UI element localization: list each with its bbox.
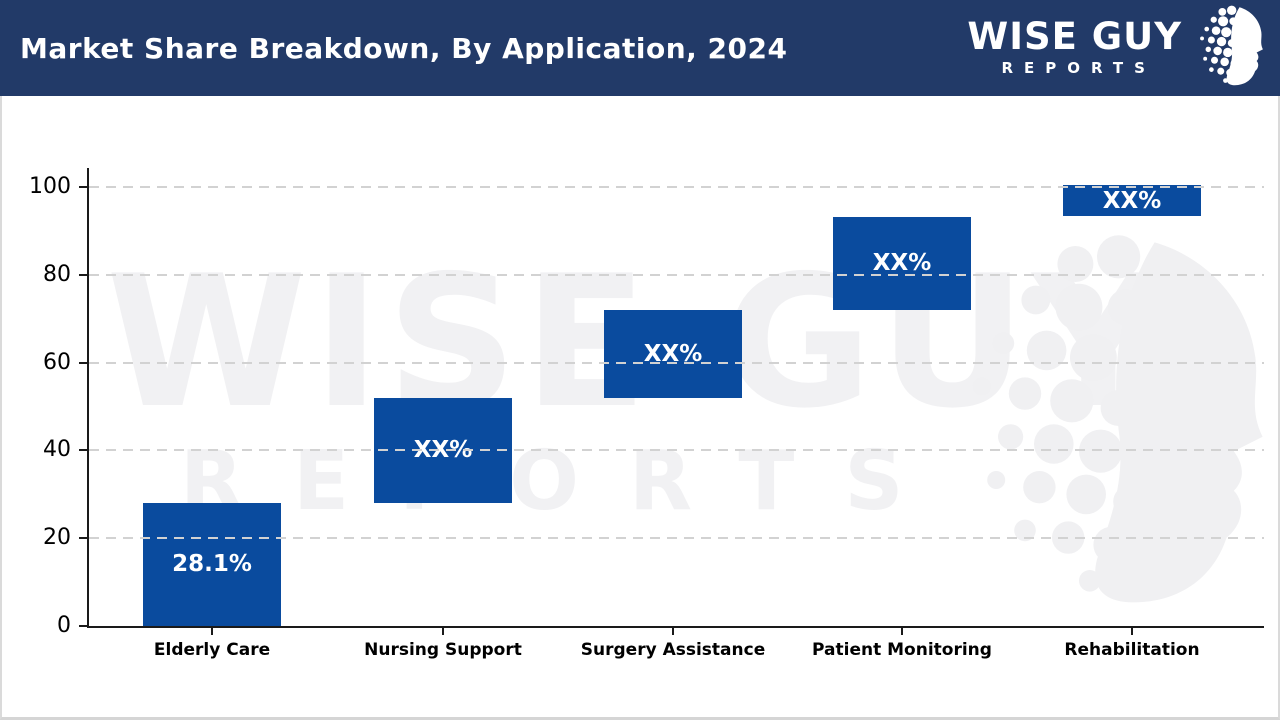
page-title: Market Share Breakdown, By Application, … (20, 31, 788, 65)
wise-guy-logo: WISE GUY REPORTS (967, 4, 1266, 90)
gridline-100 (89, 186, 1264, 188)
x-tickmark-1 (442, 628, 444, 635)
y-tickmark-60 (79, 361, 87, 364)
bar-value-label: XX% (872, 250, 932, 277)
gridline-40 (89, 449, 1264, 452)
watermark-head-icon (972, 235, 1263, 603)
y-tickmark-20 (79, 537, 87, 540)
y-tick-label-100: 100 (29, 174, 71, 199)
x-tick-label-3: Patient Monitoring (812, 640, 992, 660)
bar-surgery-assistance: XX% (604, 310, 742, 398)
logo-wordmark: WISE GUY (967, 15, 1182, 59)
bar-patient-monitoring: XX% (833, 216, 971, 310)
x-tick-label-2: Surgery Assistance (580, 640, 766, 660)
x-tick-label-0: Elderly Care (153, 640, 271, 660)
x-tick-label-1: Nursing Support (364, 640, 522, 660)
y-tick-label-0: 0 (57, 613, 71, 638)
bar-value-label: 28.1% (172, 551, 252, 578)
gridline-60 (89, 361, 1264, 364)
y-tickmark-0 (79, 625, 87, 627)
bar-value-label: XX% (1102, 187, 1162, 214)
y-tickmark-80 (79, 273, 87, 276)
x-tickmark-2 (672, 628, 674, 635)
y-tickmark-100 (79, 186, 87, 188)
gridline-20 (89, 537, 1264, 540)
x-tickmark-3 (901, 628, 903, 635)
logo-head-icon (1200, 5, 1263, 86)
bar-elderly-care: 28.1% (143, 502, 281, 626)
y-tick-label-80: 80 (43, 261, 71, 287)
y-tick-label-40: 40 (43, 437, 71, 463)
logo-text: WISE GUY REPORTS (967, 15, 1182, 77)
header-bar: Market Share Breakdown, By Application, … (0, 0, 1280, 96)
bar-rehabilitation: XX% (1063, 185, 1201, 216)
x-tick-label-4: Rehabilitation (1064, 640, 1200, 660)
x-tickmark-4 (1131, 628, 1133, 635)
logo-subtitle: REPORTS (1001, 58, 1156, 77)
x-axis-spine (87, 626, 1264, 628)
y-tickmark-40 (79, 449, 87, 452)
y-axis-spine (87, 168, 89, 628)
gridline-80 (89, 273, 1264, 276)
x-tickmark-0 (211, 628, 213, 635)
y-tick-label-60: 60 (43, 349, 71, 375)
y-tick-label-20: 20 (43, 525, 71, 551)
watermark-subtitle: REPORTS (180, 434, 954, 529)
chart-area: WISE GUY REPORTS 28.1% XX% XX% XX% XX% 0 20 40 6… (0, 96, 1280, 720)
